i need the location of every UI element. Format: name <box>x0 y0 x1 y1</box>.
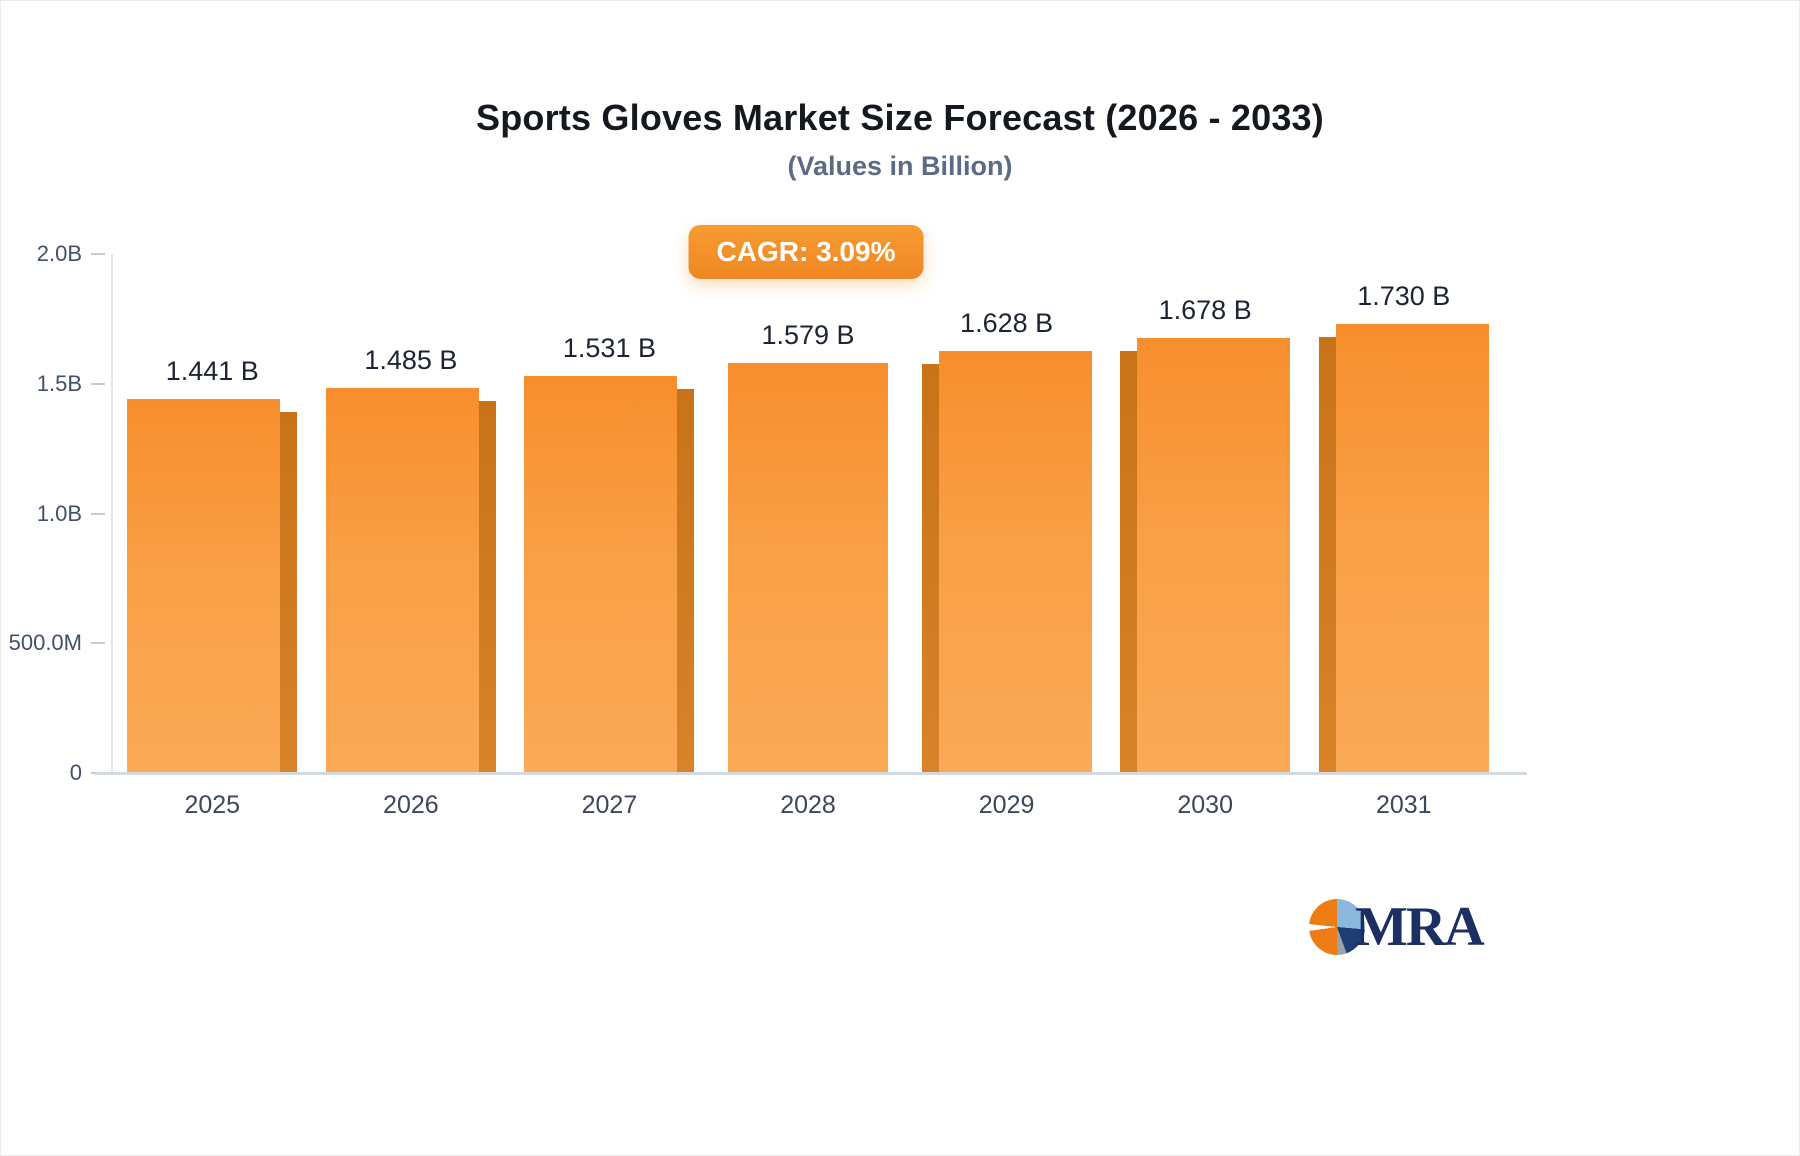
bar-front-face <box>1137 337 1291 773</box>
x-axis-label: 2027 <box>581 791 638 819</box>
bar-front-face <box>1335 324 1489 773</box>
logo-text: MRA <box>1355 896 1485 958</box>
bar-slot: 1.531 B <box>510 254 709 773</box>
x-axis-label: 2025 <box>184 791 241 819</box>
x-axis-label: 2028 <box>780 791 836 819</box>
x-axis-label: 2026 <box>383 791 439 819</box>
y-tick-label: 0 <box>69 760 82 785</box>
y-tick-mark <box>91 382 105 385</box>
bar-front-face <box>524 375 678 773</box>
bar-2028[interactable]: 1.579 B <box>728 320 889 773</box>
y-tick-mark <box>91 512 105 515</box>
bar-2030[interactable]: 1.678 B <box>1120 295 1291 773</box>
bar-slot: 1.441 B <box>113 254 312 773</box>
bar-2031[interactable]: 1.730 B <box>1318 281 1489 773</box>
bar-value-label: 1.678 B <box>1158 294 1252 325</box>
y-tick-label: 1.5B <box>36 370 82 396</box>
logo-pie-icon <box>1309 899 1365 955</box>
y-tick-label: 2.0B <box>36 241 82 266</box>
chart-subtitle: (Values in Billion) <box>787 151 1013 181</box>
bar-side-face <box>1318 337 1336 773</box>
bar-side-face <box>921 363 939 773</box>
bars: 1.441 B 1.485 B 1.531 B 1.579 B 1.628 B 1.678… <box>113 254 1503 773</box>
bar-side-face <box>280 412 298 773</box>
bar-2027[interactable]: 1.531 B <box>524 333 695 773</box>
x-axis-label: 2030 <box>1177 791 1233 819</box>
y-tick-mark <box>91 253 105 255</box>
bar-2026[interactable]: 1.485 B <box>325 345 496 773</box>
bar-side-face <box>478 400 496 773</box>
bar-value-label: 1.730 B <box>1357 281 1451 312</box>
bar-2025[interactable]: 1.441 B <box>127 356 298 773</box>
bar-value-label: 1.579 B <box>761 320 855 351</box>
x-axis-baseline <box>95 772 1527 775</box>
bar-front-face <box>325 387 479 773</box>
x-axis-label: 2029 <box>978 791 1035 819</box>
bar-slot: 1.678 B <box>1106 254 1305 773</box>
chart-title: Sports Gloves Market Size Forecast (2026… <box>476 97 1324 138</box>
bar-2029[interactable]: 1.628 B <box>921 308 1092 773</box>
plot-area: 2.0B 1.5B 1.0B 500.0M 0 1.441 B 1.485 B 1.531 … <box>9 241 1527 819</box>
bar-side-face <box>677 388 695 773</box>
y-tick-mark <box>91 642 105 645</box>
bar-value-label: 1.628 B <box>960 307 1054 338</box>
y-tick: 1.5B <box>37 371 105 397</box>
y-tick-label: 1.0B <box>36 500 82 526</box>
y-tick: 500.0M <box>9 630 105 656</box>
cagr-badge: CAGR: 3.09% <box>688 225 924 279</box>
brand-logo: MRA <box>1309 896 1485 958</box>
y-axis: 2.0B 1.5B 1.0B 500.0M 0 <box>1 241 105 785</box>
bar-value-label: 1.531 B <box>562 332 656 363</box>
x-axis-labels: 2025 2026 2027 2028 2029 2030 2031 <box>113 791 1503 820</box>
y-tick: 1.0B <box>37 501 105 527</box>
bar-slot: 1.485 B <box>312 254 511 773</box>
bar-front-face <box>127 399 281 773</box>
bar-front-face <box>728 363 889 773</box>
bar-slot: 1.579 B <box>709 254 908 773</box>
y-tick-label: 500.0M <box>8 630 82 656</box>
bar-value-label: 1.485 B <box>364 344 458 375</box>
y-tick: 2.0B <box>37 241 105 267</box>
bar-value-label: 1.441 B <box>165 356 259 387</box>
bar-slot: 1.730 B <box>1304 254 1503 773</box>
x-axis-label: 2031 <box>1375 791 1432 819</box>
bar-side-face <box>1120 350 1138 773</box>
bar-front-face <box>938 350 1092 773</box>
bar-slot: 1.628 B <box>907 254 1106 773</box>
